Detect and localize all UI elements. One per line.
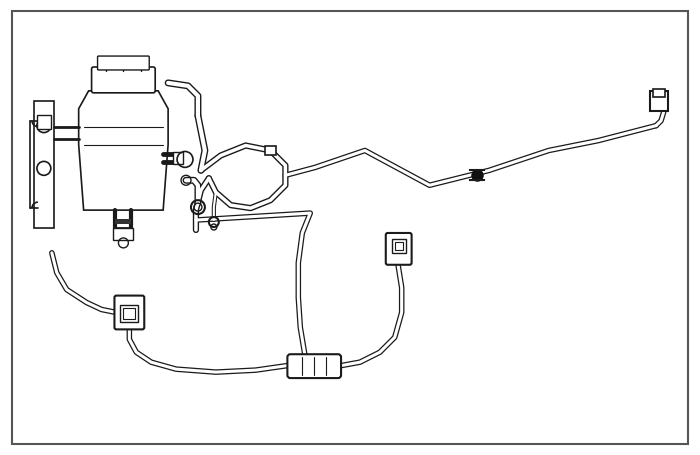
Bar — [113, 228, 133, 240]
FancyBboxPatch shape — [92, 67, 155, 93]
FancyBboxPatch shape — [288, 354, 341, 378]
Bar — [653, 89, 665, 97]
Bar — [120, 304, 139, 323]
Bar — [392, 239, 406, 253]
Bar — [34, 101, 54, 228]
FancyBboxPatch shape — [114, 296, 144, 329]
Bar — [37, 115, 51, 129]
Bar — [116, 219, 132, 224]
Bar — [123, 308, 135, 319]
Bar — [265, 146, 277, 156]
FancyBboxPatch shape — [386, 233, 412, 265]
Bar — [650, 91, 668, 111]
Bar — [173, 152, 183, 164]
Bar — [395, 242, 402, 250]
FancyBboxPatch shape — [97, 56, 149, 70]
Polygon shape — [78, 91, 168, 210]
